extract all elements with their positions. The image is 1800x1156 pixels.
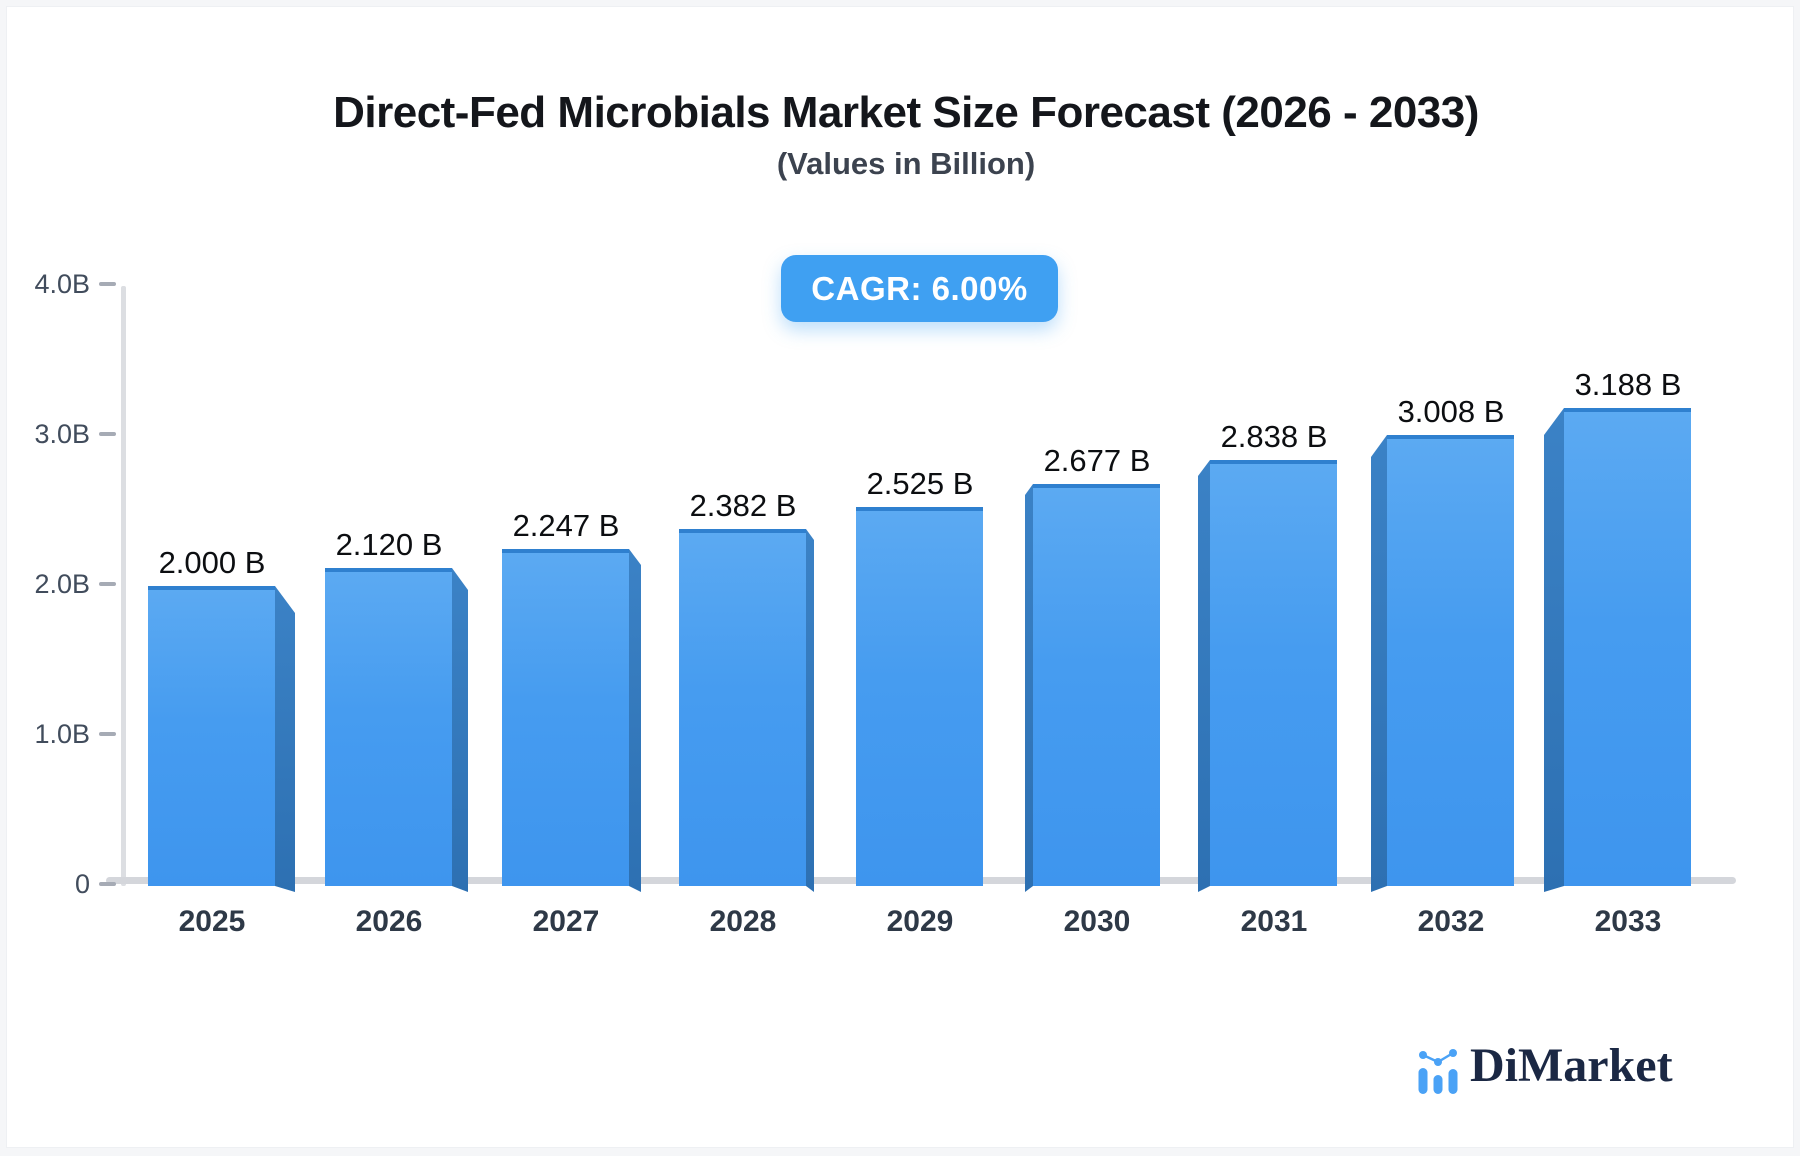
x-axis-label-2029: 2029 bbox=[886, 905, 954, 938]
bar-2029[interactable] bbox=[856, 507, 983, 886]
y-axis-tick-label-2.0B: 2.0B bbox=[34, 569, 90, 599]
bar-value-label-2032: 3.008 B bbox=[1397, 394, 1505, 429]
x-axis-label-2028: 2028 bbox=[709, 905, 777, 938]
bar-top-edge bbox=[856, 507, 983, 511]
y-axis-tick-dash bbox=[99, 732, 116, 736]
bar-top-edge bbox=[1564, 408, 1691, 412]
y-axis-line bbox=[121, 286, 126, 886]
y-axis-tick-label-1.0B: 1.0B bbox=[34, 719, 90, 749]
chart-title: Direct-Fed Microbials Market Size Foreca… bbox=[333, 88, 1479, 137]
bar-value-label-2030: 2.677 B bbox=[1043, 443, 1151, 478]
bar-3d-side-2026 bbox=[452, 568, 468, 892]
bar-3d-side-2030 bbox=[1025, 484, 1033, 892]
y-axis-tick-dash bbox=[99, 882, 116, 886]
bar-top-edge bbox=[679, 529, 806, 533]
bar-value-label-2027: 2.247 B bbox=[512, 508, 620, 543]
y-axis-tick-dash bbox=[99, 432, 116, 436]
bar-2028[interactable] bbox=[679, 529, 806, 886]
bar-3d-side-2028 bbox=[806, 529, 814, 892]
dimarket-logo: DiMarket bbox=[1418, 1040, 1673, 1094]
bar-3d-side-2025 bbox=[275, 586, 295, 892]
bar-3d-side-2027 bbox=[629, 549, 641, 892]
bar-top-edge bbox=[1387, 435, 1514, 439]
bar-3d-side-2031 bbox=[1198, 460, 1210, 892]
bar-value-label-2028: 2.382 B bbox=[689, 488, 797, 523]
x-axis-label-2027: 2027 bbox=[532, 905, 600, 938]
bar-top-edge bbox=[502, 549, 629, 553]
bar-2030[interactable] bbox=[1033, 484, 1160, 886]
bar-3d-side-2032 bbox=[1371, 435, 1387, 892]
logo-text: DiMarket bbox=[1470, 1039, 1673, 1092]
mini-bar-chart-icon bbox=[1418, 1049, 1458, 1094]
x-axis-label-2030: 2030 bbox=[1063, 905, 1131, 938]
x-axis-label-2026: 2026 bbox=[355, 905, 423, 938]
bar-value-label-2029: 2.525 B bbox=[866, 466, 974, 501]
bar-value-label-2026: 2.120 B bbox=[335, 527, 443, 562]
y-axis-tick-dash bbox=[99, 582, 116, 586]
bar-2032[interactable] bbox=[1387, 435, 1514, 886]
bar-top-edge bbox=[148, 586, 275, 590]
cagr-badge: CAGR: 6.00% bbox=[781, 255, 1058, 322]
y-axis-tick-label-0: 0 bbox=[74, 869, 90, 899]
chart-subtitle: (Values in Billion) bbox=[776, 146, 1036, 181]
bar-top-edge bbox=[325, 568, 452, 572]
y-axis-tick-dash bbox=[99, 282, 116, 286]
bar-value-label-2031: 2.838 B bbox=[1220, 419, 1328, 454]
bar-3d-side-2033 bbox=[1544, 408, 1564, 892]
bar-2026[interactable] bbox=[325, 568, 452, 886]
y-axis-tick-label-3.0B: 3.0B bbox=[34, 419, 90, 449]
bar-2033[interactable] bbox=[1564, 408, 1691, 886]
bar-top-edge bbox=[1210, 460, 1337, 464]
cagr-badge-label: CAGR: 6.00% bbox=[811, 269, 1028, 307]
x-axis-label-2032: 2032 bbox=[1417, 905, 1485, 938]
bar-top-edge bbox=[1033, 484, 1160, 488]
bar-value-label-2033: 3.188 B bbox=[1574, 367, 1682, 402]
y-axis-tick-label-4.0B: 4.0B bbox=[34, 269, 90, 299]
x-axis-label-2025: 2025 bbox=[178, 905, 246, 938]
bar-2031[interactable] bbox=[1210, 460, 1337, 886]
bar-value-label-2025: 2.000 B bbox=[158, 545, 266, 580]
bar-2025[interactable] bbox=[148, 586, 275, 886]
x-axis-label-2033: 2033 bbox=[1594, 905, 1662, 938]
x-axis-label-2031: 2031 bbox=[1240, 905, 1308, 938]
bar-2027[interactable] bbox=[502, 549, 629, 886]
